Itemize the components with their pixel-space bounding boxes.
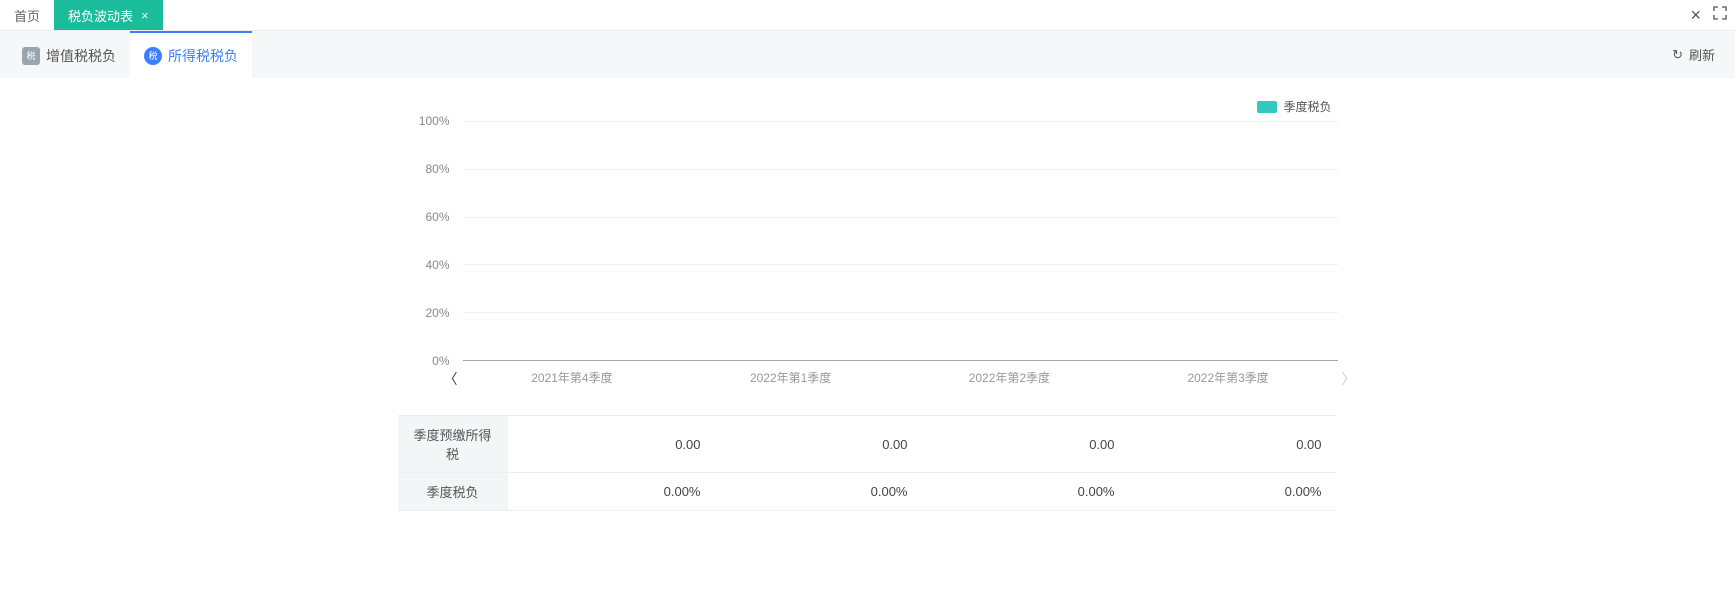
- cell: 0.00%: [715, 473, 922, 511]
- row-label-1: 季度税负: [398, 473, 508, 511]
- y-tick-40: 40%: [425, 258, 449, 272]
- gridline: [463, 264, 1338, 265]
- gridline: [463, 169, 1338, 170]
- y-tick-60: 60%: [425, 210, 449, 224]
- chart-wrap: 季度税负 100% 80% 60% 40% 20% 0% 2021年第4季度 2…: [398, 98, 1338, 511]
- close-tab-icon[interactable]: ×: [141, 8, 149, 23]
- gridline: [463, 312, 1338, 313]
- cell: 0.00: [715, 416, 922, 473]
- table-row: 季度税负 0.00% 0.00% 0.00% 0.00%: [398, 473, 1336, 511]
- cell: 0.00: [1129, 416, 1336, 473]
- refresh-label: 刷新: [1689, 45, 1715, 64]
- chart-next-button[interactable]: 〉: [1342, 369, 1356, 389]
- cell: 0.00: [508, 416, 715, 473]
- top-tab-home-label: 首页: [14, 6, 40, 25]
- sub-tab-vat-label: 增值税税负: [46, 46, 116, 66]
- y-axis: 100% 80% 60% 40% 20% 0%: [398, 121, 458, 361]
- gridline: [463, 121, 1338, 122]
- sub-tab-income-tax[interactable]: 税 所得税税负: [130, 31, 252, 78]
- y-tick-0: 0%: [432, 354, 449, 368]
- top-tab-active[interactable]: 税负波动表 ×: [54, 0, 163, 30]
- window-close-icon[interactable]: ×: [1690, 5, 1701, 26]
- y-tick-20: 20%: [425, 306, 449, 320]
- chart-legend: 季度税负: [398, 98, 1338, 115]
- refresh-button[interactable]: ↻ 刷新: [1672, 45, 1715, 64]
- sub-toolbar: 税 增值税税负 税 所得税税负 ↻ 刷新: [0, 30, 1735, 78]
- fullscreen-icon[interactable]: [1713, 6, 1727, 24]
- refresh-icon: ↻: [1672, 47, 1683, 63]
- chart-prev-button[interactable]: 〈: [444, 369, 458, 389]
- gridline: [463, 217, 1338, 218]
- x-label-3: 2022年第3季度: [1119, 369, 1338, 386]
- row-label-0: 季度预缴所得税: [398, 416, 508, 473]
- y-tick-80: 80%: [425, 162, 449, 176]
- sub-tab-income-tax-label: 所得税税负: [168, 46, 238, 66]
- income-tax-icon: 税: [144, 47, 162, 65]
- top-tab-active-label: 税负波动表: [68, 6, 133, 25]
- table-row: 季度预缴所得税 0.00 0.00 0.00 0.00: [398, 416, 1336, 473]
- cell: 0.00%: [922, 473, 1129, 511]
- vat-icon: 税: [22, 47, 40, 65]
- legend-swatch: [1257, 101, 1277, 113]
- x-label-0: 2021年第4季度: [463, 369, 682, 386]
- top-right-controls: ×: [1690, 0, 1727, 30]
- x-label-2: 2022年第2季度: [900, 369, 1119, 386]
- sub-tab-vat[interactable]: 税 增值税税负: [8, 31, 130, 78]
- y-tick-100: 100%: [419, 114, 450, 128]
- fullscreen-svg: [1713, 6, 1727, 20]
- chart: 100% 80% 60% 40% 20% 0% 2021年第4季度 2022年第…: [398, 121, 1338, 381]
- x-axis-labels: 2021年第4季度 2022年第1季度 2022年第2季度 2022年第3季度: [463, 369, 1338, 386]
- cell: 0.00%: [508, 473, 715, 511]
- sub-tab-list: 税 增值税税负 税 所得税税负: [8, 31, 252, 78]
- cell: 0.00%: [1129, 473, 1336, 511]
- top-tab-bar: 首页 税负波动表 × ×: [0, 0, 1735, 30]
- chart-plot: [463, 121, 1338, 361]
- legend-label: 季度税负: [1283, 98, 1331, 115]
- cell: 0.00: [922, 416, 1129, 473]
- x-label-1: 2022年第1季度: [681, 369, 900, 386]
- data-table: 季度预缴所得税 0.00 0.00 0.00 0.00 季度税负 0.00% 0…: [398, 415, 1336, 511]
- top-tab-home[interactable]: 首页: [0, 0, 54, 30]
- content-area: 季度税负 100% 80% 60% 40% 20% 0% 2021年第4季度 2…: [0, 78, 1735, 521]
